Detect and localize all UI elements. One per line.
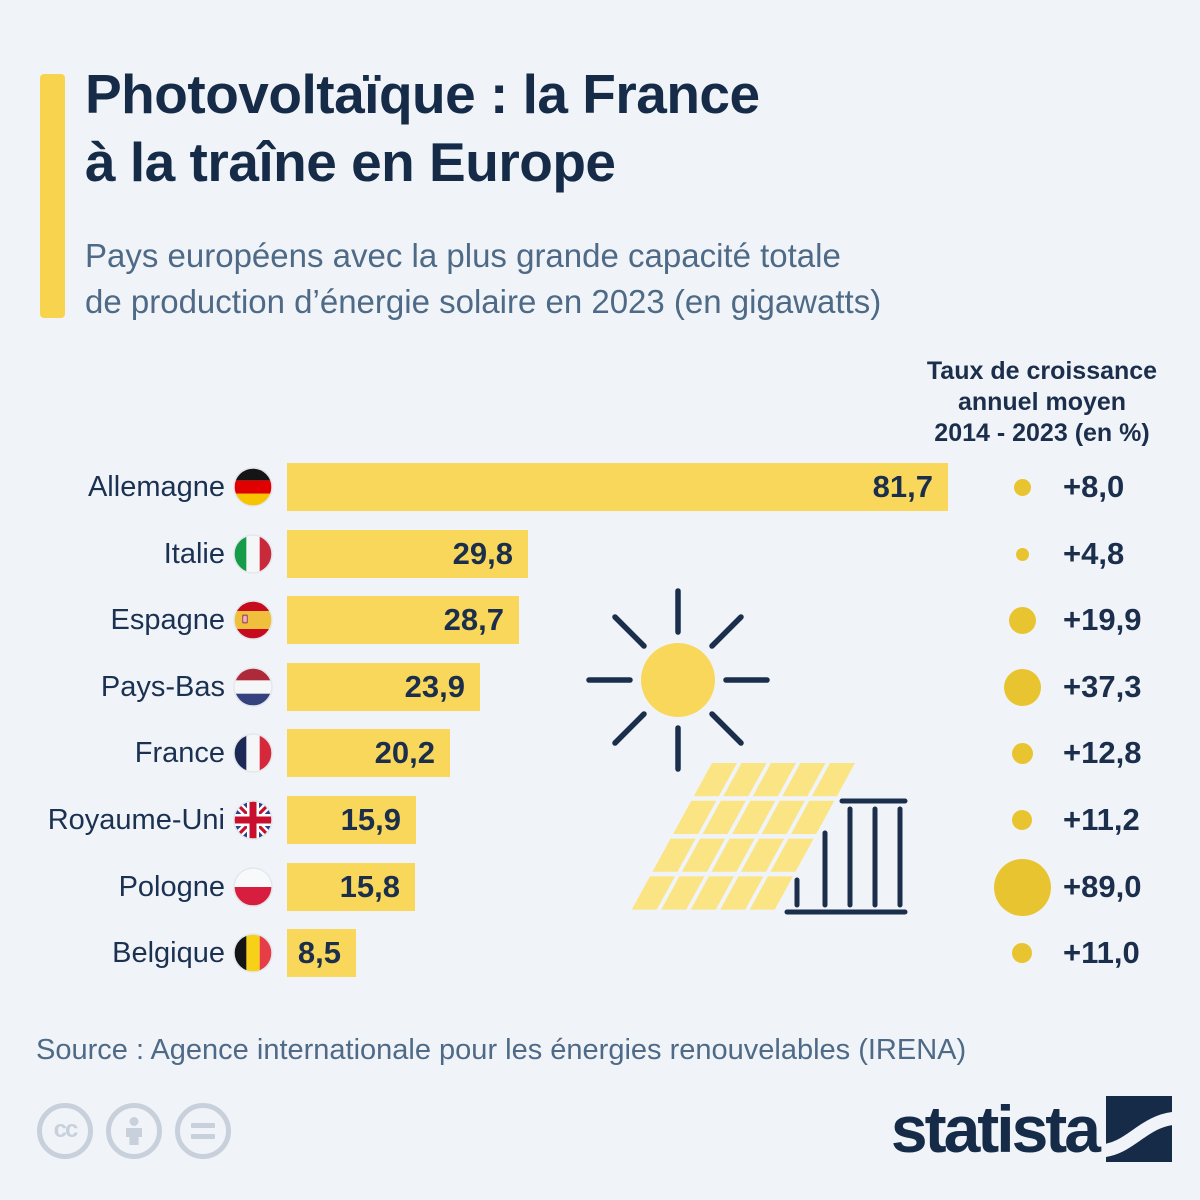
equals-icon xyxy=(175,1103,231,1159)
growth-dot xyxy=(1016,548,1029,561)
chart-row: France 20,2 +12,8 xyxy=(0,729,1200,777)
growth-value: +11,0 xyxy=(1063,935,1140,970)
statista-logo-mark-icon xyxy=(1106,1096,1172,1162)
cc-license-icons: cc xyxy=(37,1103,231,1159)
chart-row: Allemagne 81,7 +8,0 xyxy=(0,463,1200,511)
sun-icon xyxy=(586,588,770,772)
capacity-value: 8,5 xyxy=(297,935,341,970)
growth-dot xyxy=(1014,479,1031,496)
capacity-bar: 15,9 xyxy=(287,796,416,844)
country-label: Royaume-Uni xyxy=(47,804,225,836)
sun-and-solar-panel-illustration xyxy=(586,588,908,915)
growth-value: +8,0 xyxy=(1063,469,1125,504)
growth-dot xyxy=(1012,810,1032,830)
country-flag-icon xyxy=(233,733,273,773)
country-label: France xyxy=(134,737,225,769)
growth-dot xyxy=(1012,743,1033,764)
capacity-bar: 28,7 xyxy=(287,596,519,644)
statista-logo: statista xyxy=(891,1096,1172,1162)
chart-row: Pologne 15,8 +89,0 xyxy=(0,859,1200,916)
growth-value: +19,9 xyxy=(1063,602,1142,637)
country-flag-icon xyxy=(233,800,273,840)
title-accent-bar xyxy=(40,74,65,318)
capacity-bar: 20,2 xyxy=(287,729,450,777)
country-label: Allemagne xyxy=(87,471,225,503)
capacity-value: 23,9 xyxy=(404,669,465,704)
growth-column-header: Taux de croissance annuel moyen 2014 - 2… xyxy=(926,357,1158,447)
growth-value: +12,8 xyxy=(1063,735,1142,770)
growth-value: +4,8 xyxy=(1063,536,1125,571)
growth-dot xyxy=(1004,669,1041,706)
attribution-person-icon xyxy=(106,1103,162,1159)
chart-row: Pays-Bas 23,9 +37,3 xyxy=(0,663,1200,711)
country-label: Pologne xyxy=(118,871,225,903)
capacity-value: 15,8 xyxy=(339,869,400,904)
chart-row: Italie 29,8 +4,8 xyxy=(0,530,1200,578)
country-label: Espagne xyxy=(110,604,226,636)
capacity-value: 28,7 xyxy=(443,602,504,637)
chart-row: Espagne 28,7 +19,9 xyxy=(0,596,1200,644)
chart-row: Royaume-Uni 15,9 +11,2 xyxy=(0,796,1200,844)
panel-stand-icon xyxy=(784,798,908,915)
capacity-value: 20,2 xyxy=(374,735,435,770)
page-title: Photovoltaïque : la France à la traîne e… xyxy=(85,63,760,193)
page-subtitle: Pays européens avec la plus grande capac… xyxy=(85,237,882,320)
country-label: Belgique xyxy=(112,937,225,969)
country-flag-icon xyxy=(233,600,273,640)
country-flag-icon xyxy=(233,667,273,707)
source-text: Source : Agence internationale pour les … xyxy=(36,1034,967,1066)
growth-value: +37,3 xyxy=(1063,669,1142,704)
capacity-bar: 29,8 xyxy=(287,530,528,578)
capacity-bar: 15,8 xyxy=(287,863,415,911)
growth-value: +11,2 xyxy=(1063,802,1140,837)
cc-icon: cc xyxy=(37,1103,93,1159)
solar-panel-icon xyxy=(631,763,855,910)
capacity-value: 15,9 xyxy=(340,802,401,837)
statista-logo-text: statista xyxy=(890,1092,1101,1166)
capacity-value: 81,7 xyxy=(872,469,933,504)
growth-dot xyxy=(994,859,1051,916)
country-label: Pays-Bas xyxy=(100,671,225,703)
capacity-bar: 8,5 xyxy=(287,929,356,977)
capacity-bar: 23,9 xyxy=(287,663,480,711)
country-flag-icon xyxy=(233,867,273,907)
country-flag-icon xyxy=(233,534,273,574)
chart-row: Belgique 8,5 +11,0 xyxy=(0,929,1200,977)
country-flag-icon xyxy=(233,467,273,507)
capacity-bar: 81,7 xyxy=(287,463,948,511)
growth-dot xyxy=(1009,607,1036,634)
country-label: Italie xyxy=(163,538,225,570)
growth-value: +89,0 xyxy=(1063,869,1142,904)
capacity-value: 29,8 xyxy=(452,536,513,571)
bar-chart-rows: Allemagne 81,7 +8,0 Italie 29,8 +4,8 Esp… xyxy=(0,463,1200,1008)
country-flag-icon xyxy=(233,933,273,973)
growth-dot xyxy=(1012,943,1032,963)
